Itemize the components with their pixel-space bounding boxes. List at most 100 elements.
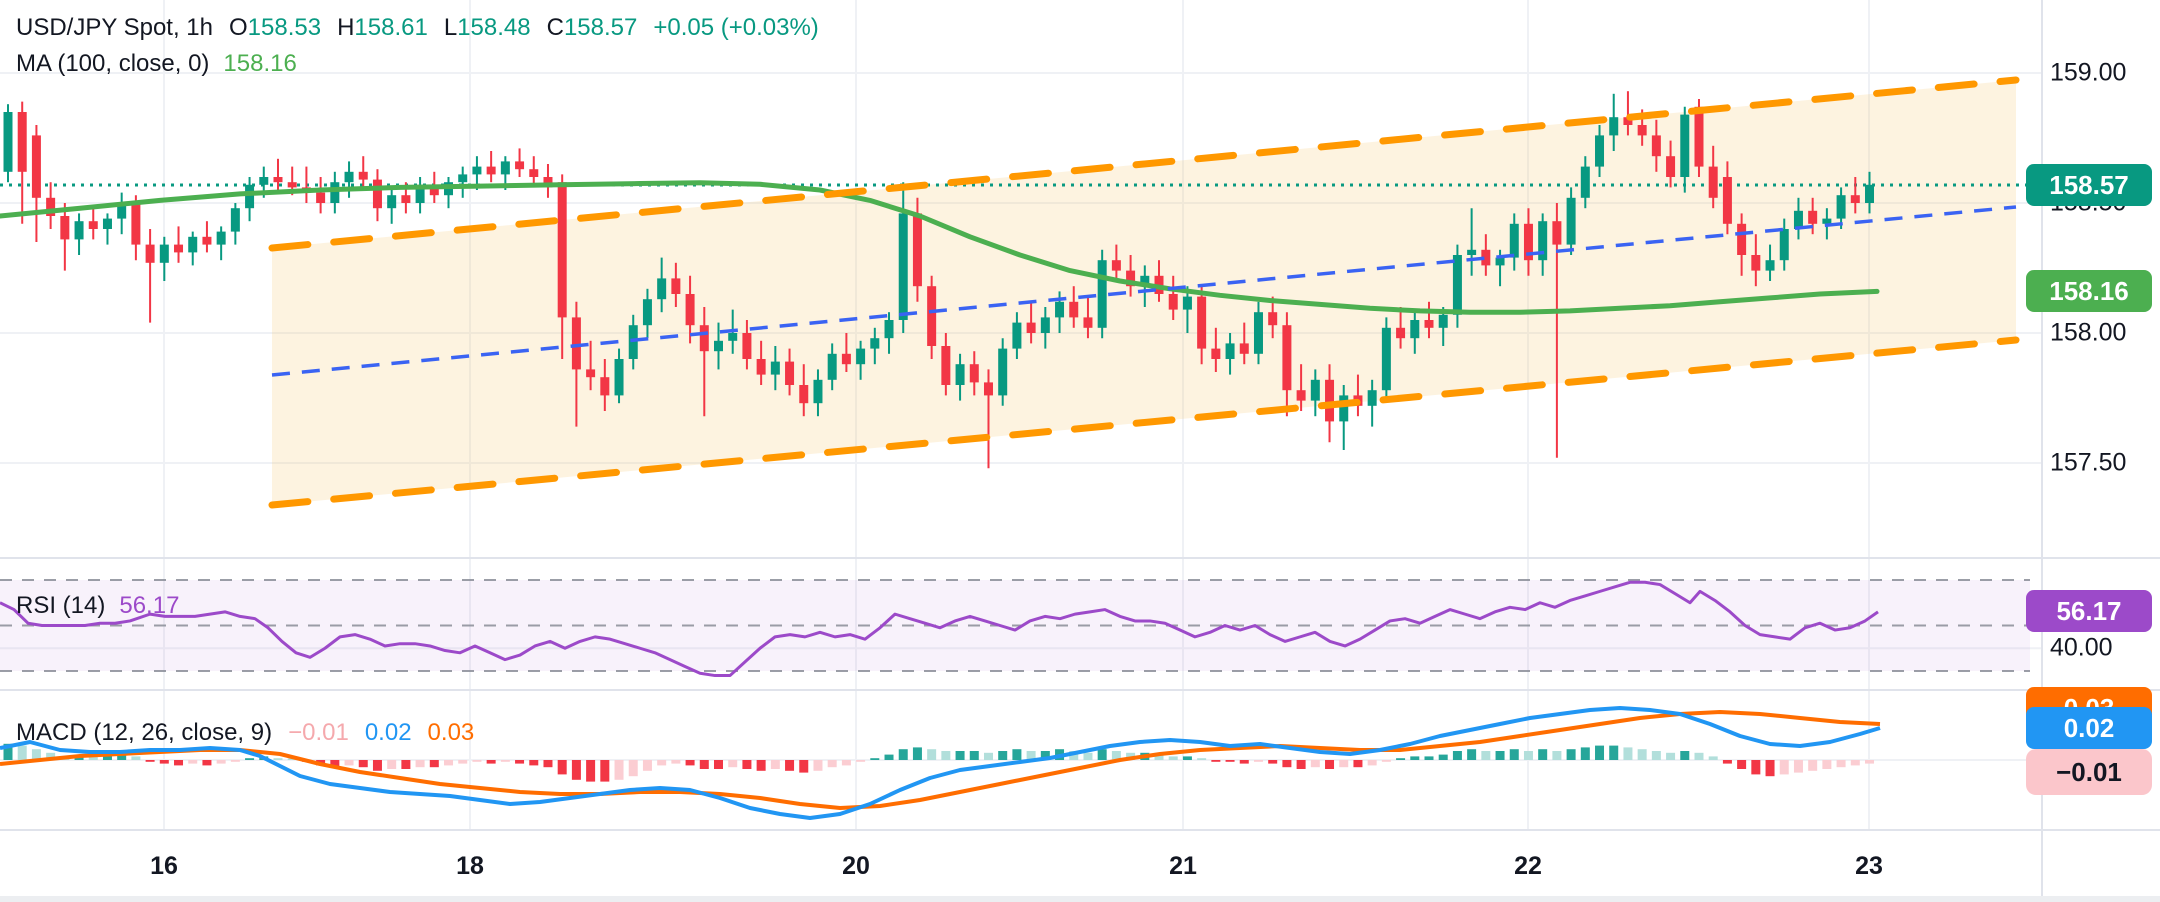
candle-body	[955, 364, 965, 385]
candle-body	[344, 171, 354, 183]
time-axis-label: 18	[456, 852, 484, 880]
macd-histogram-bar	[1779, 760, 1789, 775]
candle-body	[728, 333, 738, 341]
candle-body	[1069, 301, 1079, 318]
time-axis-label: 16	[150, 852, 178, 880]
macd-histogram-bar	[628, 760, 638, 777]
candle-body	[1765, 260, 1775, 271]
candle-body	[159, 244, 169, 263]
macd-histogram-bar	[827, 760, 837, 768]
candle-body	[3, 112, 13, 172]
macd-histogram-bar	[1410, 756, 1420, 760]
candle-body	[785, 361, 795, 385]
macd-histogram-bar	[1566, 749, 1576, 760]
candle-body	[131, 203, 141, 245]
bottom-edge-strip	[0, 896, 2160, 902]
rsi-indicator-header[interactable]: RSI (14) 56.17	[16, 592, 179, 620]
trendline	[271, 205, 2017, 377]
macd-histogram-bar	[429, 760, 439, 768]
candle-body	[586, 369, 596, 378]
macd-histogram-bar	[174, 760, 184, 766]
candle-body	[1452, 255, 1462, 315]
macd-histogram-bar	[1708, 756, 1718, 760]
candle-body	[941, 346, 951, 385]
candle-body	[515, 161, 525, 170]
symbol-title: USD/JPY Spot, 1h	[16, 14, 213, 41]
candle-body	[799, 385, 809, 404]
candle-body	[74, 221, 84, 240]
ma-indicator-header[interactable]: MA (100, close, 0) 158.16	[16, 50, 297, 78]
open-key: O	[229, 14, 248, 41]
candle-body	[827, 353, 837, 380]
macd-histogram-bar	[1168, 756, 1178, 760]
candle-body	[756, 359, 766, 375]
macd-histogram-bar	[1182, 756, 1192, 760]
macd-histogram-bar	[983, 752, 993, 760]
rsi-value-badge: 56.17	[2026, 590, 2152, 632]
macd-label: MACD (12, 26, close, 9)	[16, 719, 273, 746]
candle-body	[415, 187, 425, 203]
macd-indicator-header[interactable]: MACD (12, 26, close, 9) −0.01 0.02 0.03	[16, 719, 474, 747]
candle-body	[1808, 210, 1818, 224]
macd-histogram-bar	[969, 751, 979, 760]
macd-histogram-bar	[543, 760, 553, 768]
macd-histogram-bar	[586, 760, 596, 782]
candle-body	[1268, 312, 1278, 326]
macd-histogram-bar	[1154, 754, 1164, 760]
macd-histogram-bar	[1495, 751, 1505, 760]
candle-body	[472, 166, 482, 175]
candle-body	[1396, 327, 1406, 339]
macd-histogram-bar	[1339, 760, 1349, 768]
macd-histogram-bar	[898, 749, 908, 760]
candle-body	[174, 244, 184, 253]
macd-histogram-bar	[415, 760, 425, 768]
macd-histogram-bar	[1694, 752, 1704, 760]
candle-body	[969, 364, 979, 383]
macd-histogram-bar	[642, 760, 652, 771]
macd-histogram-bar	[1225, 760, 1235, 762]
macd-histogram-bar	[1069, 751, 1079, 760]
macd-histogram-bar	[742, 760, 752, 769]
macd-line-badge: 0.02	[2026, 707, 2152, 749]
candle-body	[1040, 317, 1050, 333]
macd-histogram-bar	[387, 760, 397, 769]
candle-body	[372, 179, 382, 209]
candle-body	[17, 112, 27, 172]
candle-body	[1523, 223, 1533, 261]
low-key: L	[443, 14, 458, 41]
price-axis-label: 158.00	[2050, 318, 2127, 347]
candle-body	[983, 382, 993, 396]
macd-histogram-bar	[1481, 751, 1491, 760]
macd-histogram-bar	[571, 760, 581, 780]
candle-body	[1566, 197, 1576, 245]
candle-body	[1097, 260, 1107, 328]
macd-histogram-bar	[1381, 760, 1391, 762]
candle-body	[1410, 320, 1420, 339]
macd-histogram-bar	[230, 760, 240, 762]
macd-histogram-bar	[998, 751, 1008, 760]
macd-histogram-bar	[1438, 754, 1448, 760]
macd-histogram-bar	[245, 758, 255, 760]
candle-body	[1651, 135, 1661, 157]
channel-lower-line	[268, 336, 2020, 509]
macd-histogram-bar	[273, 758, 283, 760]
candle-body	[1126, 270, 1136, 287]
candle-body	[571, 317, 581, 370]
macd-histogram-bar	[1538, 749, 1548, 760]
macd-histogram-bar	[699, 760, 709, 769]
candle-body	[671, 278, 681, 294]
candle-body	[870, 338, 880, 349]
macd-histogram-bar	[1509, 749, 1519, 760]
candle-body	[1708, 166, 1718, 198]
candle-body	[1296, 390, 1306, 401]
macd-line-value: 0.02	[364, 719, 412, 746]
candle-body	[316, 192, 326, 203]
candle-body	[1168, 294, 1178, 310]
macd-histogram-bar	[31, 749, 41, 760]
ma-label: MA (100, close, 0)	[16, 50, 210, 77]
rsi-label: RSI (14)	[16, 592, 106, 619]
macd-histogram-bar	[1026, 751, 1036, 760]
candle-body	[600, 377, 610, 396]
